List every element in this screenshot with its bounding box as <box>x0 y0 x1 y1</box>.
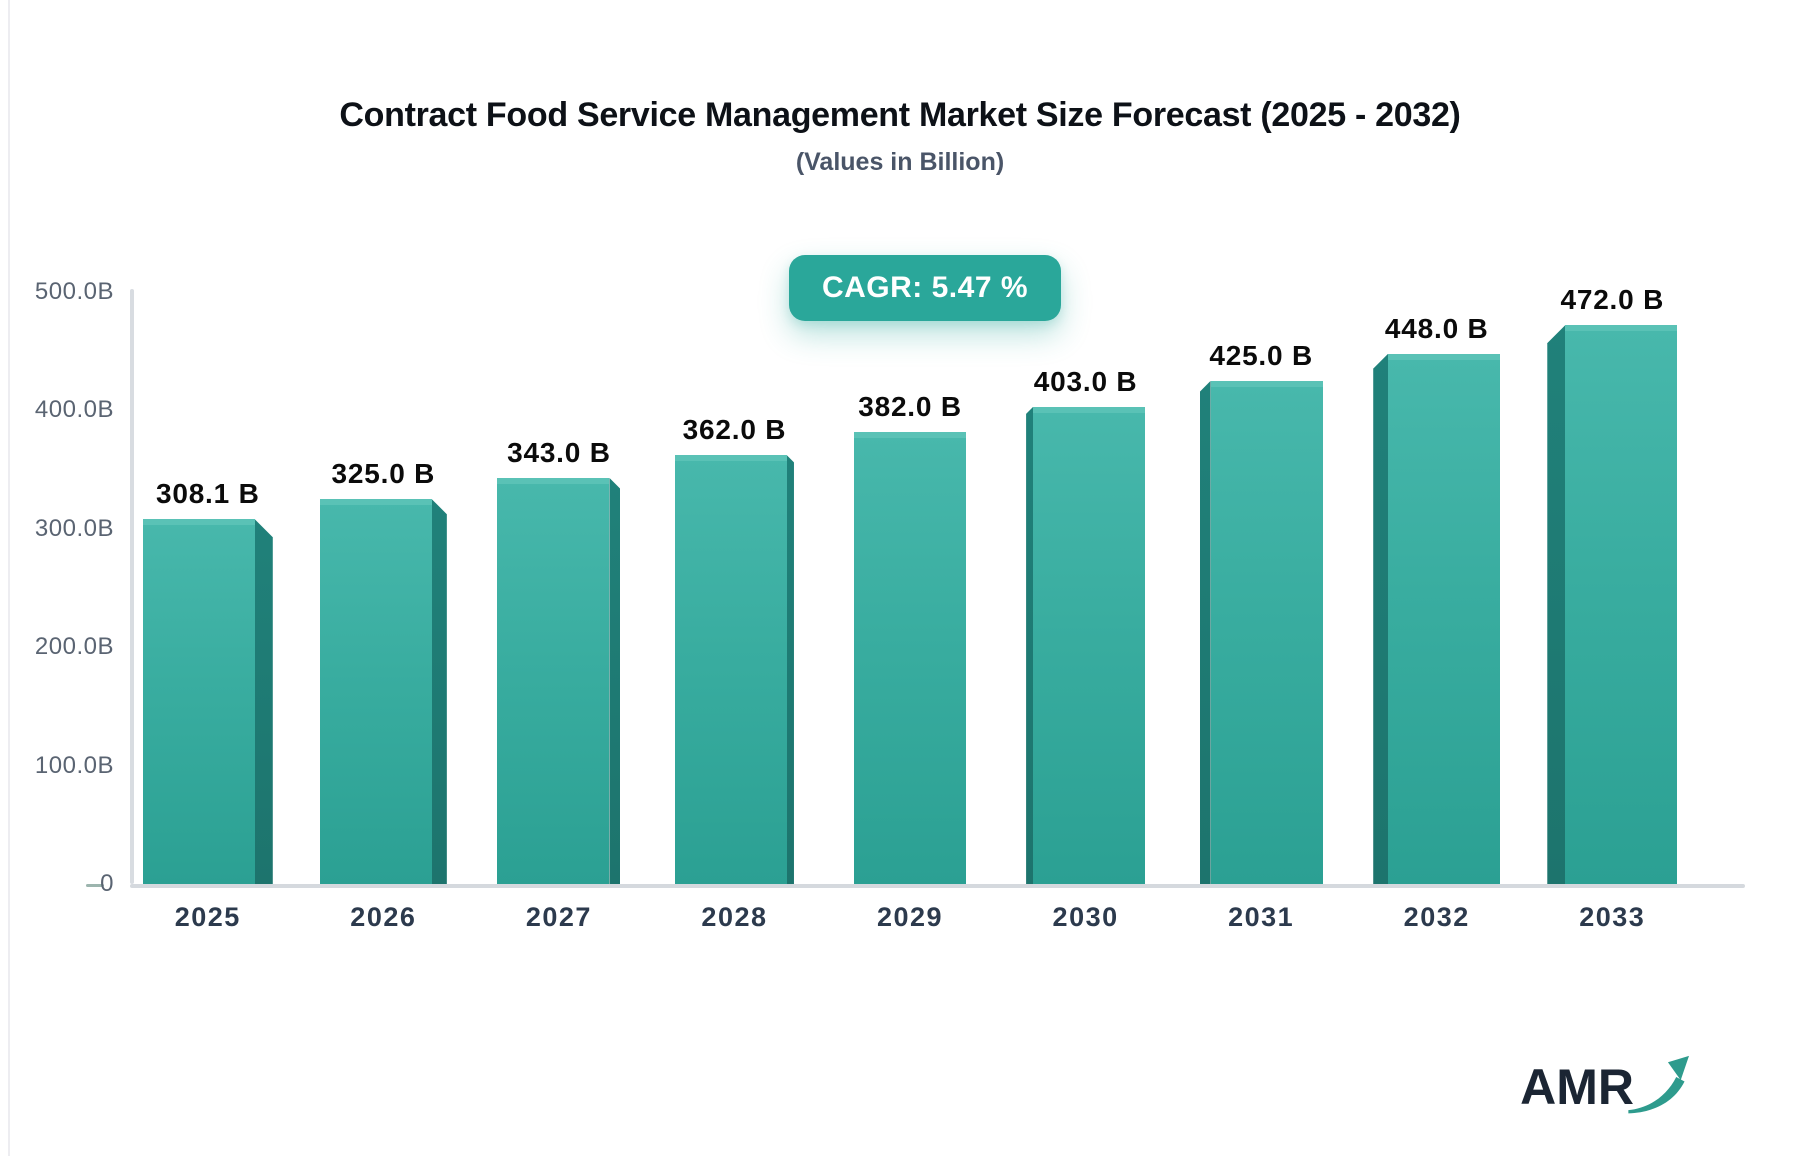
y-axis-label: 300.0B <box>34 514 114 542</box>
y-axis-line <box>130 289 134 884</box>
bar-group: 472.0 B <box>1547 284 1678 884</box>
bar-side-face <box>786 455 794 884</box>
y-axis-label: 0 <box>100 870 114 897</box>
bar-value-label: 472.0 B <box>1560 284 1665 316</box>
bar-value-label: 448.0 B <box>1384 312 1489 344</box>
card-left-edge <box>8 0 10 1156</box>
bar-front-face <box>674 455 787 884</box>
bar-front-face <box>1565 325 1678 884</box>
cagr-badge: CAGR: 5.47 % <box>789 255 1061 321</box>
cagr-badge-label: CAGR: 5.47 % <box>821 271 1029 304</box>
bars-field: 308.1 B 325.0 B 343.0 B 362.0 B 382.0 B 403.0… <box>120 284 1701 884</box>
bar-side-face <box>254 519 273 884</box>
bar-front-face <box>1210 380 1323 884</box>
bar-slot: 362.0 B <box>647 292 823 884</box>
bar-group: 382.0 B <box>854 391 967 884</box>
x-axis-line <box>130 884 1745 888</box>
bar-slot: 403.0 B <box>998 292 1174 884</box>
x-axis-label: 2033 <box>1579 902 1646 932</box>
bar-slot: 472.0 B <box>1525 284 1701 884</box>
bar-front-face <box>1033 406 1146 884</box>
bar-slot: 308.1 B <box>120 292 296 884</box>
bar-group: 325.0 B <box>319 458 447 884</box>
bar-group: 308.1 B <box>142 478 273 884</box>
bar-slot: 325.0 B <box>296 292 472 884</box>
x-axis-label: 2028 <box>701 902 768 932</box>
bar-side-face <box>1026 406 1034 884</box>
bar-side-face <box>609 477 621 884</box>
y-axis-label: 200.0B <box>34 633 114 661</box>
bar-slot: 382.0 B <box>822 292 998 884</box>
bar-group: 448.0 B <box>1373 313 1501 884</box>
x-axis-label: 2029 <box>876 902 944 932</box>
bar-slot: 425.0 B <box>1173 292 1349 884</box>
x-axis-label: 2031 <box>1228 902 1295 932</box>
bar-front-face <box>319 499 432 884</box>
y-axis-label: 400.0B <box>34 396 114 424</box>
bar-value-label: 403.0 B <box>1033 365 1138 397</box>
x-axis-labels: 2025 2026 2027 2028 2029 2030 2031 2032 2033 <box>120 902 1700 933</box>
zero-tick-mark <box>86 884 104 887</box>
brand-logo-text: AMR <box>1520 1059 1634 1115</box>
bar-front-face <box>854 431 967 884</box>
bar-slot: 343.0 B <box>471 292 647 884</box>
bar-side-face <box>1199 380 1211 884</box>
growth-arrow-icon <box>1628 1055 1689 1114</box>
bar-group: 343.0 B <box>497 437 621 884</box>
chart-subtitle: (Values in Billion) <box>795 148 1005 176</box>
brand-logo: AMR <box>1520 1054 1692 1115</box>
chart-title: Contract Food Service Management Market … <box>339 96 1461 134</box>
x-axis-label: 2032 <box>1403 902 1470 932</box>
bar-side-face <box>1373 353 1389 884</box>
bar-group: 425.0 B <box>1199 340 1323 884</box>
y-axis-label: 500.0B <box>34 278 114 305</box>
bar-front-face <box>497 477 610 884</box>
y-axis-label: 100.0B <box>34 751 114 779</box>
x-axis-label: 2027 <box>525 902 592 932</box>
bar-side-face <box>431 499 447 884</box>
x-axis-label: 2030 <box>1052 902 1119 932</box>
bar-group: 403.0 B <box>1026 366 1146 884</box>
x-axis-label: 2025 <box>174 902 241 932</box>
x-axis-label: 2026 <box>350 902 417 932</box>
bar-slot: 448.0 B <box>1349 292 1525 884</box>
bar-front-face <box>1388 353 1501 884</box>
bar-value-label: 425.0 B <box>1209 339 1313 371</box>
bar-value-label: 325.0 B <box>331 458 436 490</box>
bar-value-label: 382.0 B <box>858 390 962 422</box>
bar-side-face <box>1547 325 1566 884</box>
bar-group: 362.0 B <box>674 414 794 884</box>
bar-value-label: 343.0 B <box>507 436 611 468</box>
bar-value-label: 362.0 B <box>682 414 787 446</box>
bar-front-face <box>142 519 255 884</box>
bar-value-label: 308.1 B <box>155 478 260 510</box>
